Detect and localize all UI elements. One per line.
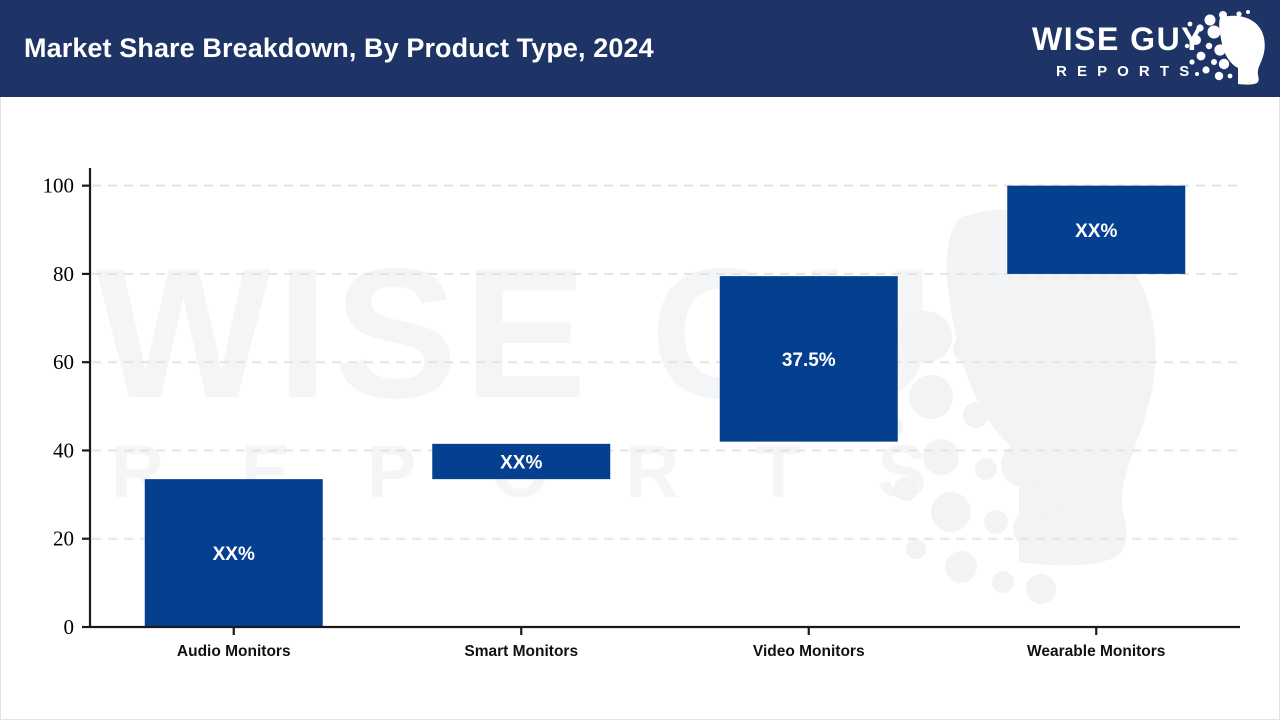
header-band: Market Share Breakdown, By Product Type,… [0, 0, 1280, 97]
background-watermark: WISE GU R E P O R T S [1, 97, 1279, 719]
dotted-head-profile-watermark [873, 208, 1156, 604]
dotted-head-profile-icon [1184, 10, 1265, 85]
svg-text:R E P O R T S: R E P O R T S [111, 430, 955, 513]
chart-body: WISE GU R E P O R T S [0, 97, 1280, 720]
svg-text:WISE GU: WISE GU [96, 231, 940, 437]
watermark-wordmark: WISE GU R E P O R T S [96, 231, 955, 513]
wise-guy-reports-logo: WISE GUY R E P O R T S [1024, 6, 1274, 90]
logo-wordmark: WISE GUY R E P O R T S [1032, 21, 1204, 80]
page-title: Market Share Breakdown, By Product Type,… [24, 33, 654, 63]
svg-text:WISE GUY: WISE GUY [1032, 21, 1204, 57]
svg-text:R E P O R T S: R E P O R T S [1056, 63, 1192, 80]
